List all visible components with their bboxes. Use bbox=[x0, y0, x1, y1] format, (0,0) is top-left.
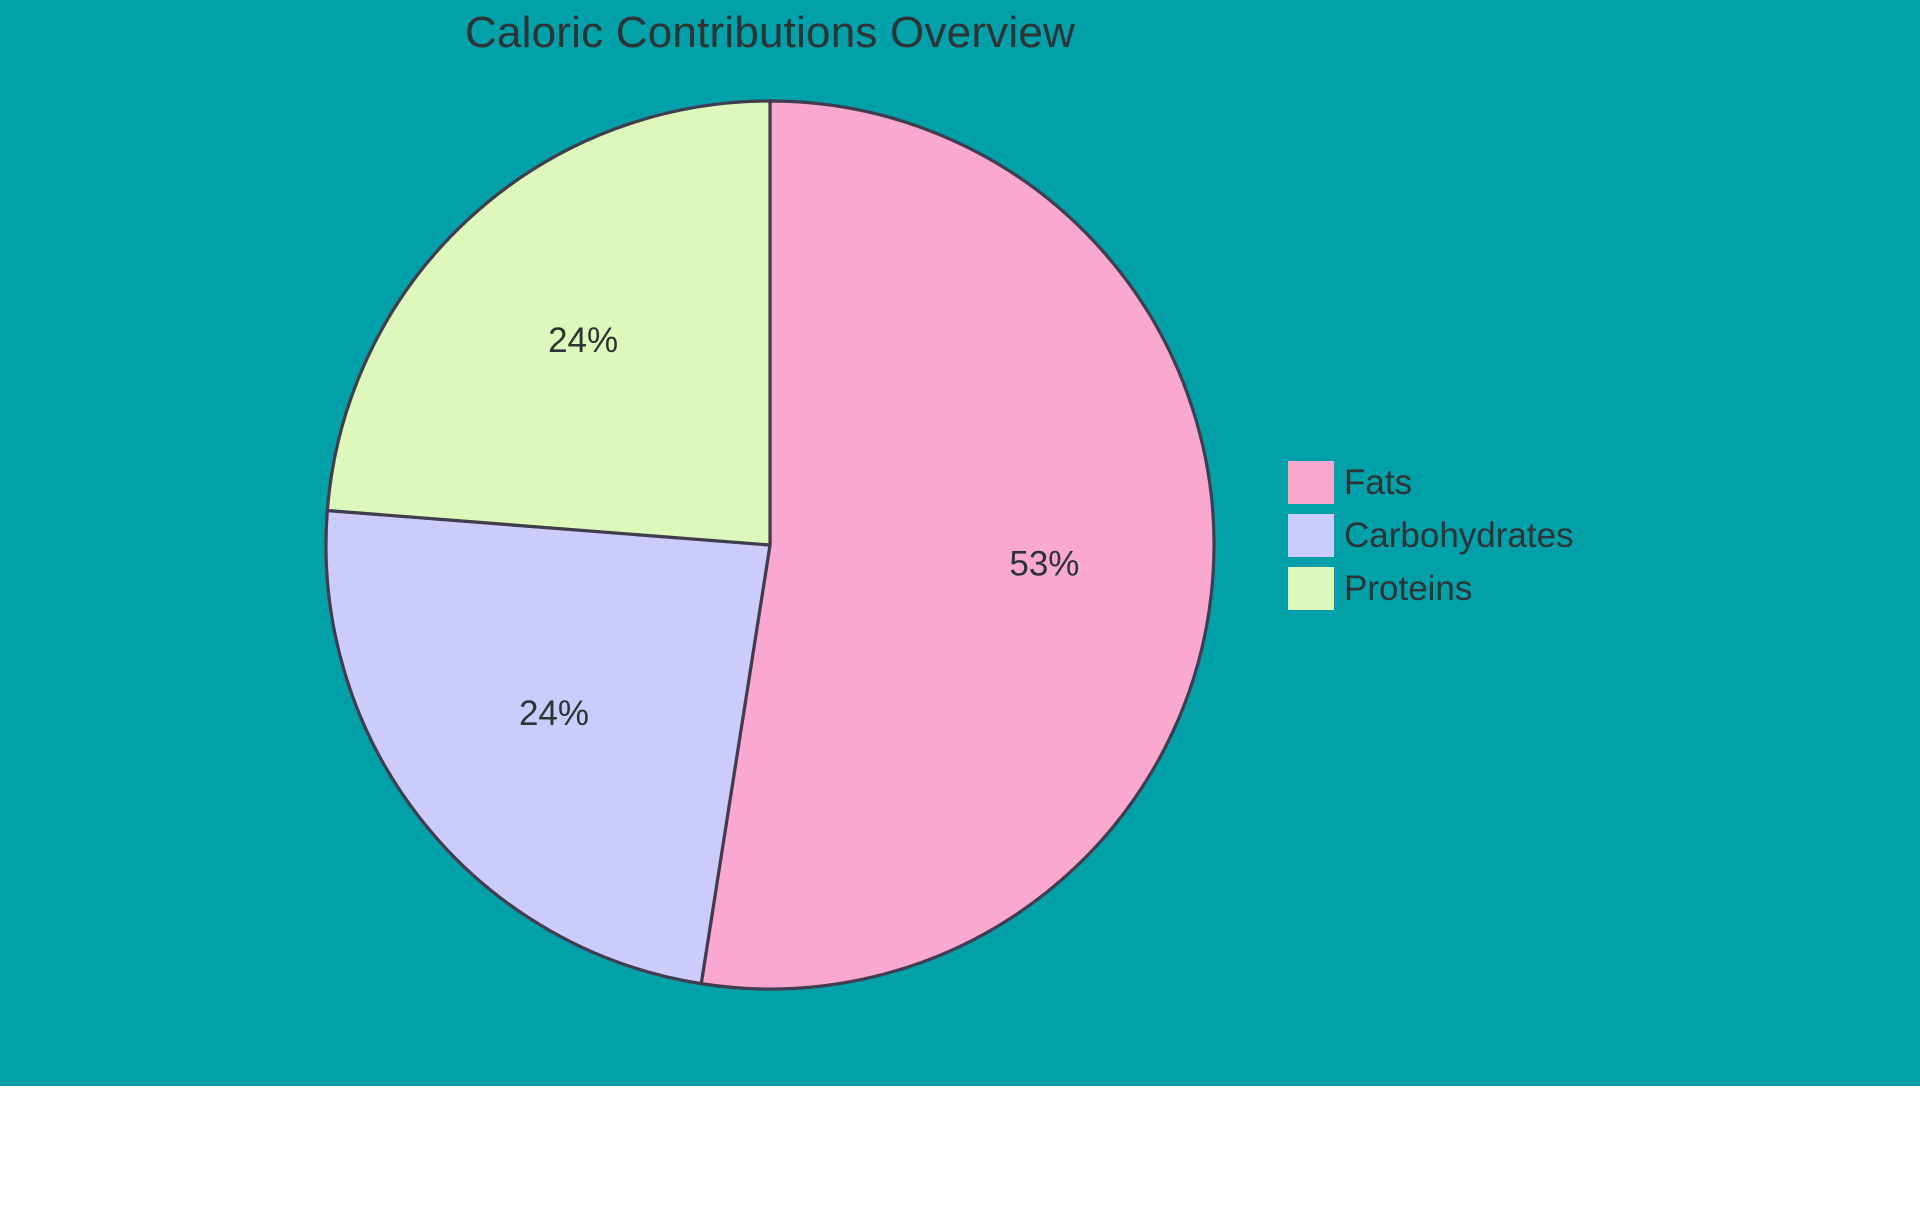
legend-color-swatch bbox=[1288, 567, 1334, 610]
legend: Fats Carbohydrates Proteins bbox=[1288, 456, 1574, 615]
pie-slice[interactable] bbox=[699, 99, 1216, 991]
pie-slice[interactable] bbox=[325, 99, 772, 547]
legend-item-label: Fats bbox=[1344, 463, 1413, 502]
legend-color-swatch bbox=[1288, 461, 1334, 504]
legend-item[interactable]: Carbohydrates bbox=[1288, 509, 1574, 562]
chart-title: Caloric Contributions Overview bbox=[465, 8, 1075, 57]
legend-item[interactable]: Fats bbox=[1288, 456, 1574, 509]
pie-slice-label: 24% bbox=[519, 694, 589, 733]
legend-item-label: Carbohydrates bbox=[1344, 516, 1574, 555]
pie-labels-group: 53% 24% 24% bbox=[519, 321, 1079, 733]
legend-item-label: Proteins bbox=[1344, 569, 1473, 608]
pie-slice-label: 24% bbox=[548, 321, 618, 360]
pie-slice[interactable] bbox=[324, 508, 772, 986]
legend-item[interactable]: Proteins bbox=[1288, 562, 1574, 615]
pie-slice-label: 53% bbox=[1009, 545, 1079, 584]
legend-color-swatch bbox=[1288, 514, 1334, 557]
pie-slices-group bbox=[324, 99, 1216, 991]
